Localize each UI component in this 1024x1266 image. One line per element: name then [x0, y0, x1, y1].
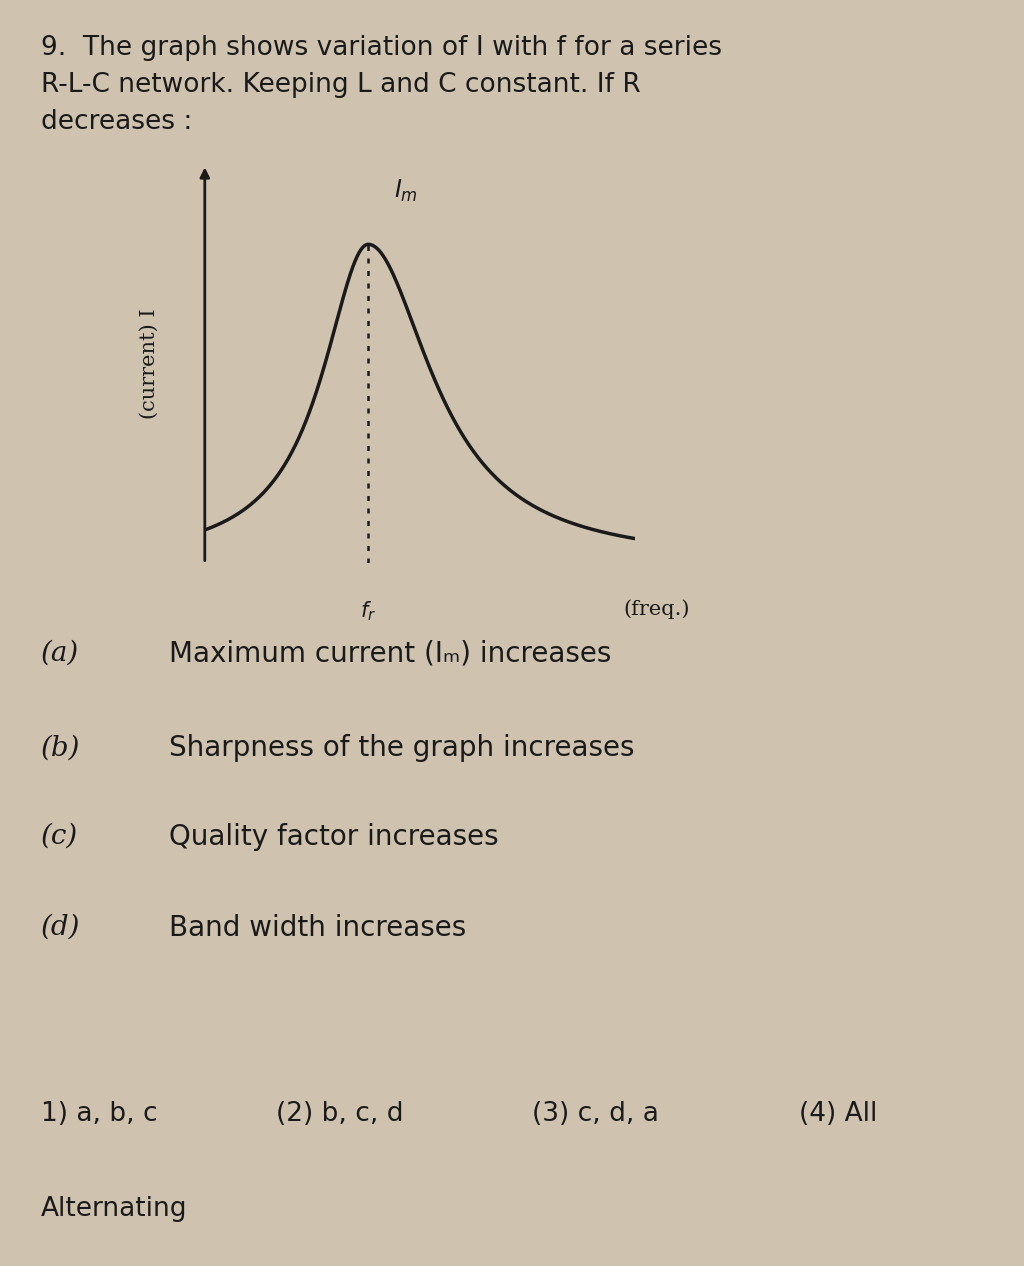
Text: R-L-C network. Keeping L and C constant. If R: R-L-C network. Keeping L and C constant.…	[41, 72, 641, 99]
Text: 9.  The graph shows variation of I with f for a series: 9. The graph shows variation of I with f…	[41, 35, 722, 62]
Text: Alternating: Alternating	[41, 1196, 187, 1223]
Text: Quality factor increases: Quality factor increases	[169, 823, 499, 851]
Text: Maximum current (Iₘ) increases: Maximum current (Iₘ) increases	[169, 639, 611, 667]
Text: $f_r$: $f_r$	[360, 599, 376, 623]
Text: 1) a, b, c: 1) a, b, c	[41, 1101, 158, 1128]
Text: Sharpness of the graph increases: Sharpness of the graph increases	[169, 734, 635, 762]
Text: (2) b, c, d: (2) b, c, d	[276, 1101, 404, 1128]
Text: (b): (b)	[41, 734, 81, 761]
Text: (3) c, d, a: (3) c, d, a	[532, 1101, 659, 1128]
Text: (current) I: (current) I	[139, 309, 159, 419]
Text: $\mathit{I}_{\mathit{m}}$: $\mathit{I}_{\mathit{m}}$	[394, 179, 418, 204]
Text: decreases :: decreases :	[41, 109, 193, 135]
Text: (c): (c)	[41, 823, 78, 849]
Text: (freq.): (freq.)	[624, 599, 689, 619]
Text: Band width increases: Band width increases	[169, 914, 466, 942]
Text: (a): (a)	[41, 639, 79, 666]
Text: (4) All: (4) All	[799, 1101, 878, 1128]
Text: (d): (d)	[41, 914, 81, 941]
